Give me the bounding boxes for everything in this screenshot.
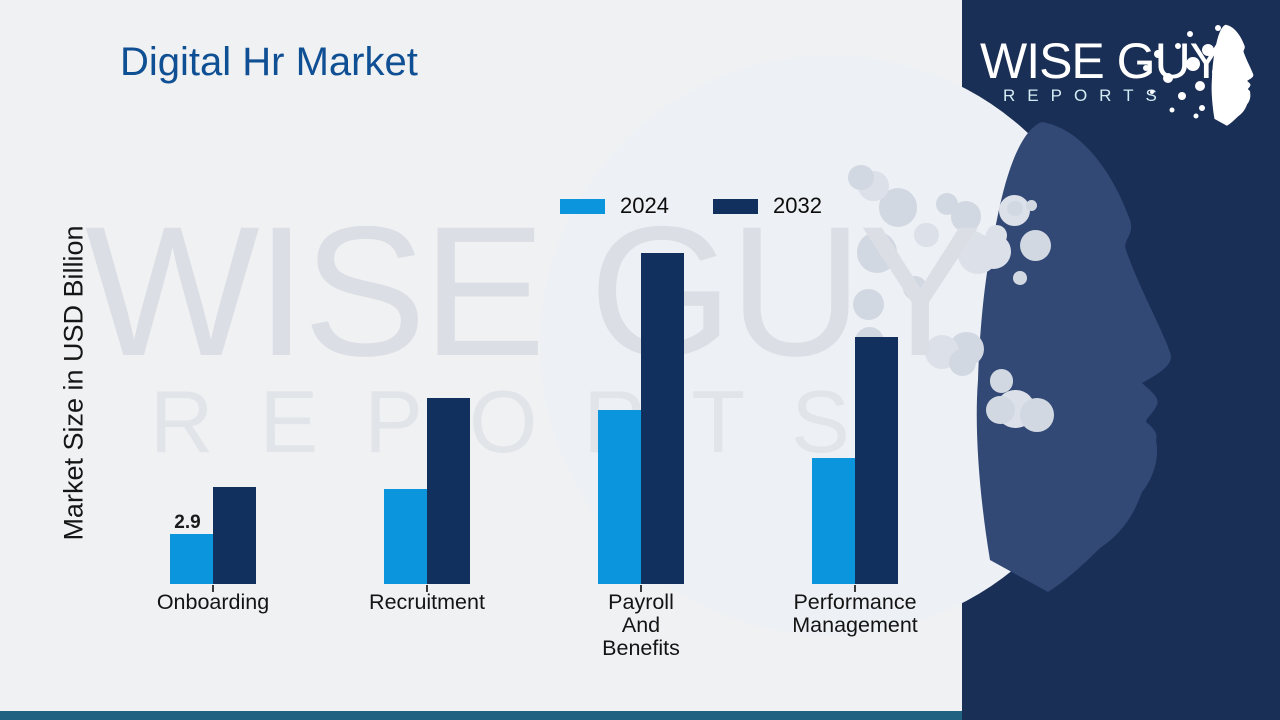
y-axis-label: Market Size in USD Billion — [58, 225, 89, 541]
watermark-dot — [951, 201, 982, 232]
category-label-onboarding: Onboarding — [156, 590, 270, 614]
bar-value-label: 2.9 — [174, 512, 201, 533]
bar-2032-payroll-and-benefits — [641, 253, 684, 584]
watermark-dot — [848, 164, 874, 191]
watermark-dot — [1020, 398, 1054, 433]
face-silhouette-icon — [976, 122, 1171, 592]
watermark-dot — [852, 288, 884, 321]
logo-brand-text: WISE GUY — [980, 33, 1223, 89]
bar-2032-recruitment — [427, 398, 470, 584]
watermark-dot — [986, 395, 1015, 424]
watermark-dot — [1019, 229, 1051, 262]
logo-dots — [1143, 25, 1241, 119]
bar-2032-onboarding — [213, 487, 256, 584]
watermark-dot — [989, 369, 1014, 393]
logo-face-icon — [1143, 24, 1254, 126]
logo-sub-text: REPORTS — [1003, 86, 1169, 105]
page-title: Digital Hr Market — [120, 40, 418, 84]
x-axis-tick — [212, 585, 214, 592]
bar-2024-onboarding — [170, 534, 213, 584]
watermark-text-wiseguy: WISE GUY — [85, 189, 982, 395]
legend-label-2032: 2032 — [773, 193, 822, 218]
watermark-dot — [856, 232, 898, 273]
x-axis-tick — [640, 585, 642, 592]
legend-label-2024: 2024 — [620, 193, 669, 218]
legend-swatch-2024 — [560, 199, 605, 214]
watermark-text-reports: REPORTS — [150, 372, 896, 471]
footer-bar — [0, 711, 962, 720]
x-axis-tick — [854, 585, 856, 592]
bar-2032-performance-management — [855, 337, 898, 584]
x-axis-tick — [426, 585, 428, 592]
bar-2024-payroll-and-benefits — [598, 410, 641, 584]
category-label-recruitment: Recruitment — [369, 590, 485, 614]
watermark-dot — [1026, 200, 1038, 212]
category-label-performance-management: Performance Management — [792, 590, 918, 637]
bar-2024-recruitment — [384, 489, 427, 584]
watermark-dot — [961, 230, 987, 256]
legend-swatch-2032 — [713, 199, 758, 214]
bar-2024-performance-management — [812, 458, 855, 584]
watermark-dot — [1007, 200, 1023, 217]
category-label-payroll-and-benefits: Payroll And Benefits — [602, 590, 680, 660]
watermark-dot — [914, 222, 940, 248]
watermark-dot — [949, 349, 977, 377]
watermark-dot — [902, 276, 927, 301]
watermark-dot — [1012, 271, 1027, 286]
